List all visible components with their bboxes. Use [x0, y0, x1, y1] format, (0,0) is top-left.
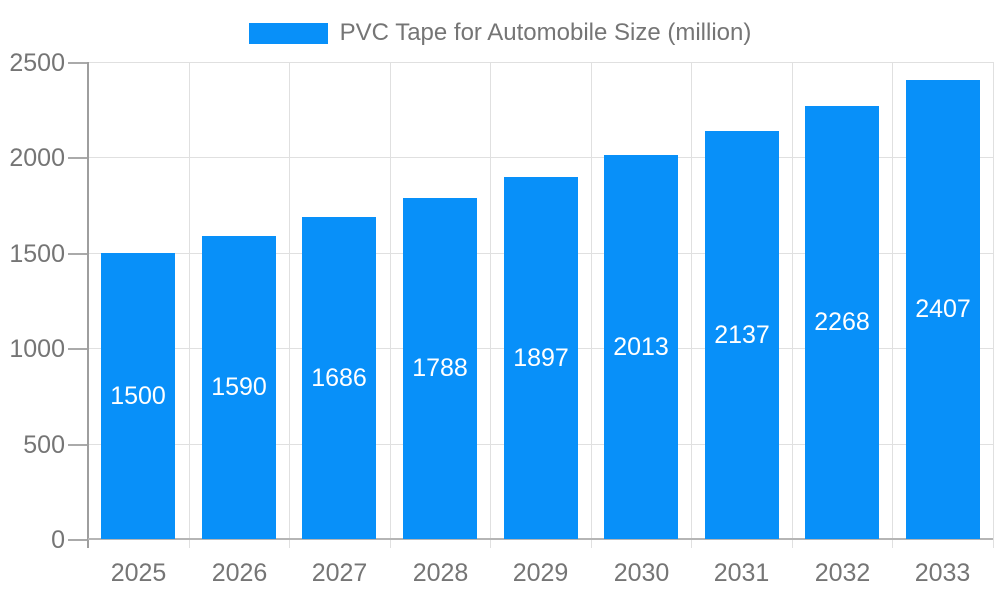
bar-2027[interactable]: 1686 [302, 217, 376, 539]
bar-value-label: 1590 [211, 373, 267, 401]
bar-2028[interactable]: 1788 [403, 198, 477, 539]
y-axis-line [87, 62, 89, 548]
v-gridline-9 [993, 62, 994, 548]
v-gridline-8 [892, 62, 893, 548]
bar-2025[interactable]: 1500 [101, 253, 175, 539]
bar-value-label: 1686 [311, 363, 367, 392]
v-gridline-5 [591, 62, 592, 548]
bar-2033[interactable]: 2407 [906, 80, 980, 539]
x-axis-label-2030: 2030 [613, 559, 670, 587]
y-axis-tick-2000 [68, 157, 88, 159]
x-axis-label-2026: 2026 [211, 559, 268, 587]
bar-2029[interactable]: 1897 [504, 177, 578, 539]
bar-value-label: 1788 [412, 354, 468, 382]
x-axis-label-2025: 2025 [110, 559, 167, 587]
v-gridline-4 [490, 62, 491, 548]
bar-value-label: 1500 [110, 381, 166, 410]
x-axis-label-2029: 2029 [512, 559, 569, 587]
bar-2032[interactable]: 2268 [805, 106, 879, 539]
y-axis-label-1000: 1000 [9, 335, 65, 363]
bar-value-label: 2137 [714, 320, 770, 349]
v-gridline-3 [390, 62, 391, 548]
v-gridline-1 [189, 62, 190, 548]
y-axis-tick-1000 [68, 348, 88, 350]
y-axis-tick-500 [68, 444, 88, 446]
x-axis-label-2028: 2028 [412, 559, 469, 587]
y-axis-label-2000: 2000 [9, 144, 65, 172]
bar-value-label: 2268 [814, 308, 870, 336]
legend[interactable]: PVC Tape for Automobile Size (million) [0, 19, 1000, 47]
bar-2030[interactable]: 2013 [604, 155, 678, 539]
legend-swatch-icon [248, 22, 328, 44]
x-axis-label-2031: 2031 [713, 559, 770, 587]
y-axis-label-500: 500 [23, 431, 65, 459]
x-axis-line [88, 538, 993, 540]
v-gridline-2 [289, 62, 290, 548]
y-axis-label-2500: 2500 [9, 49, 65, 77]
y-axis-tick-1500 [68, 253, 88, 255]
x-axis-label-2033: 2033 [914, 559, 971, 587]
y-axis-label-0: 0 [51, 526, 65, 554]
bar-value-label: 1897 [513, 343, 569, 372]
h-gridline-2500 [88, 62, 993, 63]
x-axis-label-2032: 2032 [814, 559, 871, 587]
y-axis-tick-0 [68, 539, 88, 541]
bar-2031[interactable]: 2137 [705, 131, 779, 539]
bar-value-label: 2407 [915, 295, 971, 323]
v-gridline-6 [691, 62, 692, 548]
y-axis-label-1500: 1500 [9, 240, 65, 268]
h-gridline-2000 [88, 157, 993, 158]
v-gridline-7 [792, 62, 793, 548]
x-axis-label-2027: 2027 [311, 559, 368, 587]
y-axis-tick-2500 [68, 62, 88, 64]
legend-label: PVC Tape for Automobile Size (million) [339, 19, 752, 46]
bar-2026[interactable]: 1590 [202, 236, 276, 539]
bar-value-label: 2013 [613, 332, 669, 361]
